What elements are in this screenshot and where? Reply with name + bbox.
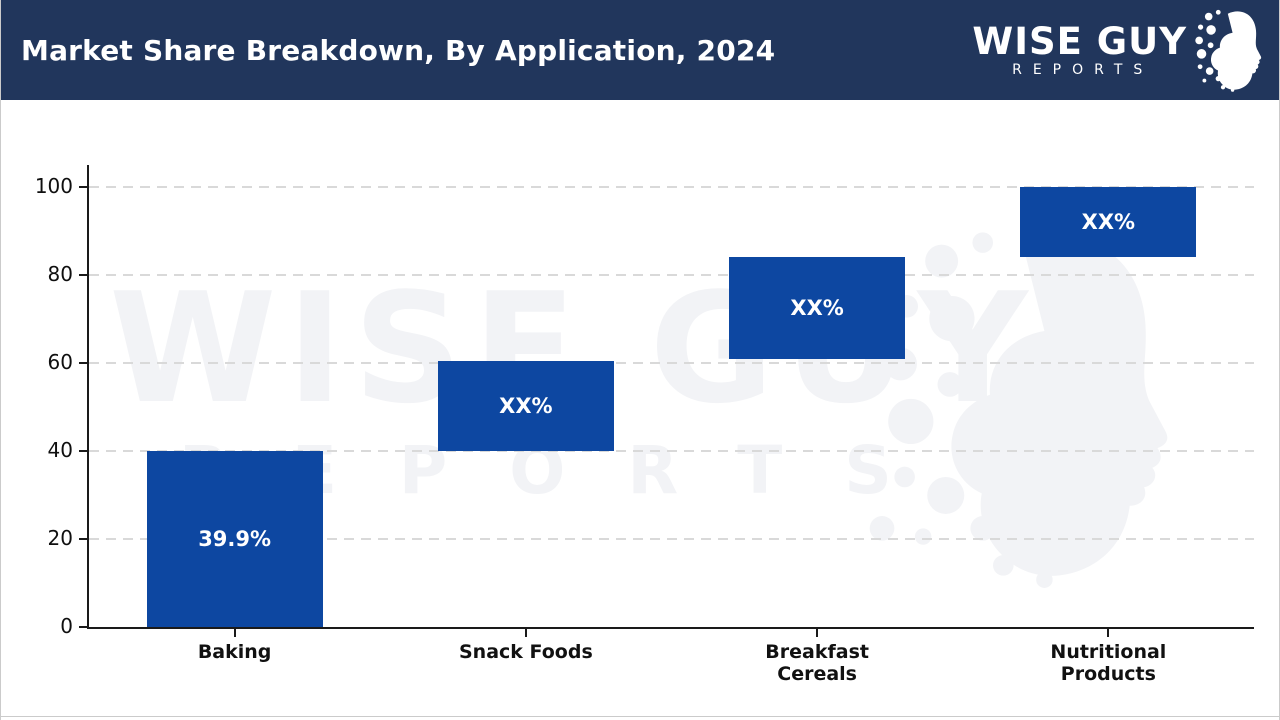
logo-text: WISE GUY REPORTS	[972, 23, 1187, 77]
y-tick-mark	[79, 186, 89, 188]
x-category-label: Snack Foods	[458, 641, 593, 663]
bar-value-label: XX%	[499, 393, 553, 418]
logo-face-icon	[1195, 9, 1262, 92]
y-tick-label: 100	[34, 174, 73, 198]
y-tick-mark	[79, 362, 89, 364]
y-gridline	[89, 450, 1254, 452]
market-share-bar: 39.9%	[146, 451, 323, 627]
x-axis-line	[87, 627, 1254, 629]
header-bar: Market Share Breakdown, By Application, …	[1, 0, 1279, 100]
logo-wordmark: WISE GUY	[972, 20, 1187, 63]
y-tick-mark	[79, 626, 89, 628]
page-title: Market Share Breakdown, By Application, …	[21, 33, 776, 67]
y-gridline	[89, 186, 1254, 188]
market-share-bar: XX%	[437, 360, 614, 451]
wise-guy-reports-logo: WISE GUY REPORTS	[972, 7, 1267, 93]
logo-subtitle: REPORTS	[1012, 62, 1154, 78]
x-tick-mark	[233, 629, 236, 637]
x-category-label: Nutritional Products	[1050, 641, 1167, 685]
bar-value-label: XX%	[790, 295, 844, 320]
bar-value-label: XX%	[1081, 210, 1136, 235]
y-tick-mark	[79, 274, 89, 276]
y-axis-line	[87, 165, 89, 629]
y-tick-label: 60	[47, 350, 73, 374]
x-tick-mark	[524, 629, 527, 637]
y-tick-label: 0	[60, 614, 73, 638]
market-share-bar: XX%	[1020, 187, 1197, 258]
x-tick-mark	[816, 629, 819, 637]
x-category-label: Breakfast Cereals	[765, 641, 869, 685]
y-tick-label: 40	[47, 438, 73, 462]
chart-area: WISE GUY REPORTS 0 20 40 60 80 100 39.9% Baking…	[1, 100, 1279, 717]
x-tick-mark	[1107, 629, 1110, 637]
x-category-label: Baking	[197, 641, 272, 663]
y-tick-mark	[79, 450, 89, 452]
y-gridline	[89, 362, 1254, 364]
market-share-bar: XX%	[729, 257, 906, 359]
watermark-face-icon	[869, 232, 1168, 588]
y-tick-label: 80	[47, 262, 73, 286]
y-tick-label: 20	[47, 526, 73, 550]
y-gridline	[89, 274, 1254, 276]
bar-value-label: 39.9%	[198, 527, 272, 552]
y-gridline	[89, 538, 1254, 540]
y-tick-mark	[79, 538, 89, 540]
